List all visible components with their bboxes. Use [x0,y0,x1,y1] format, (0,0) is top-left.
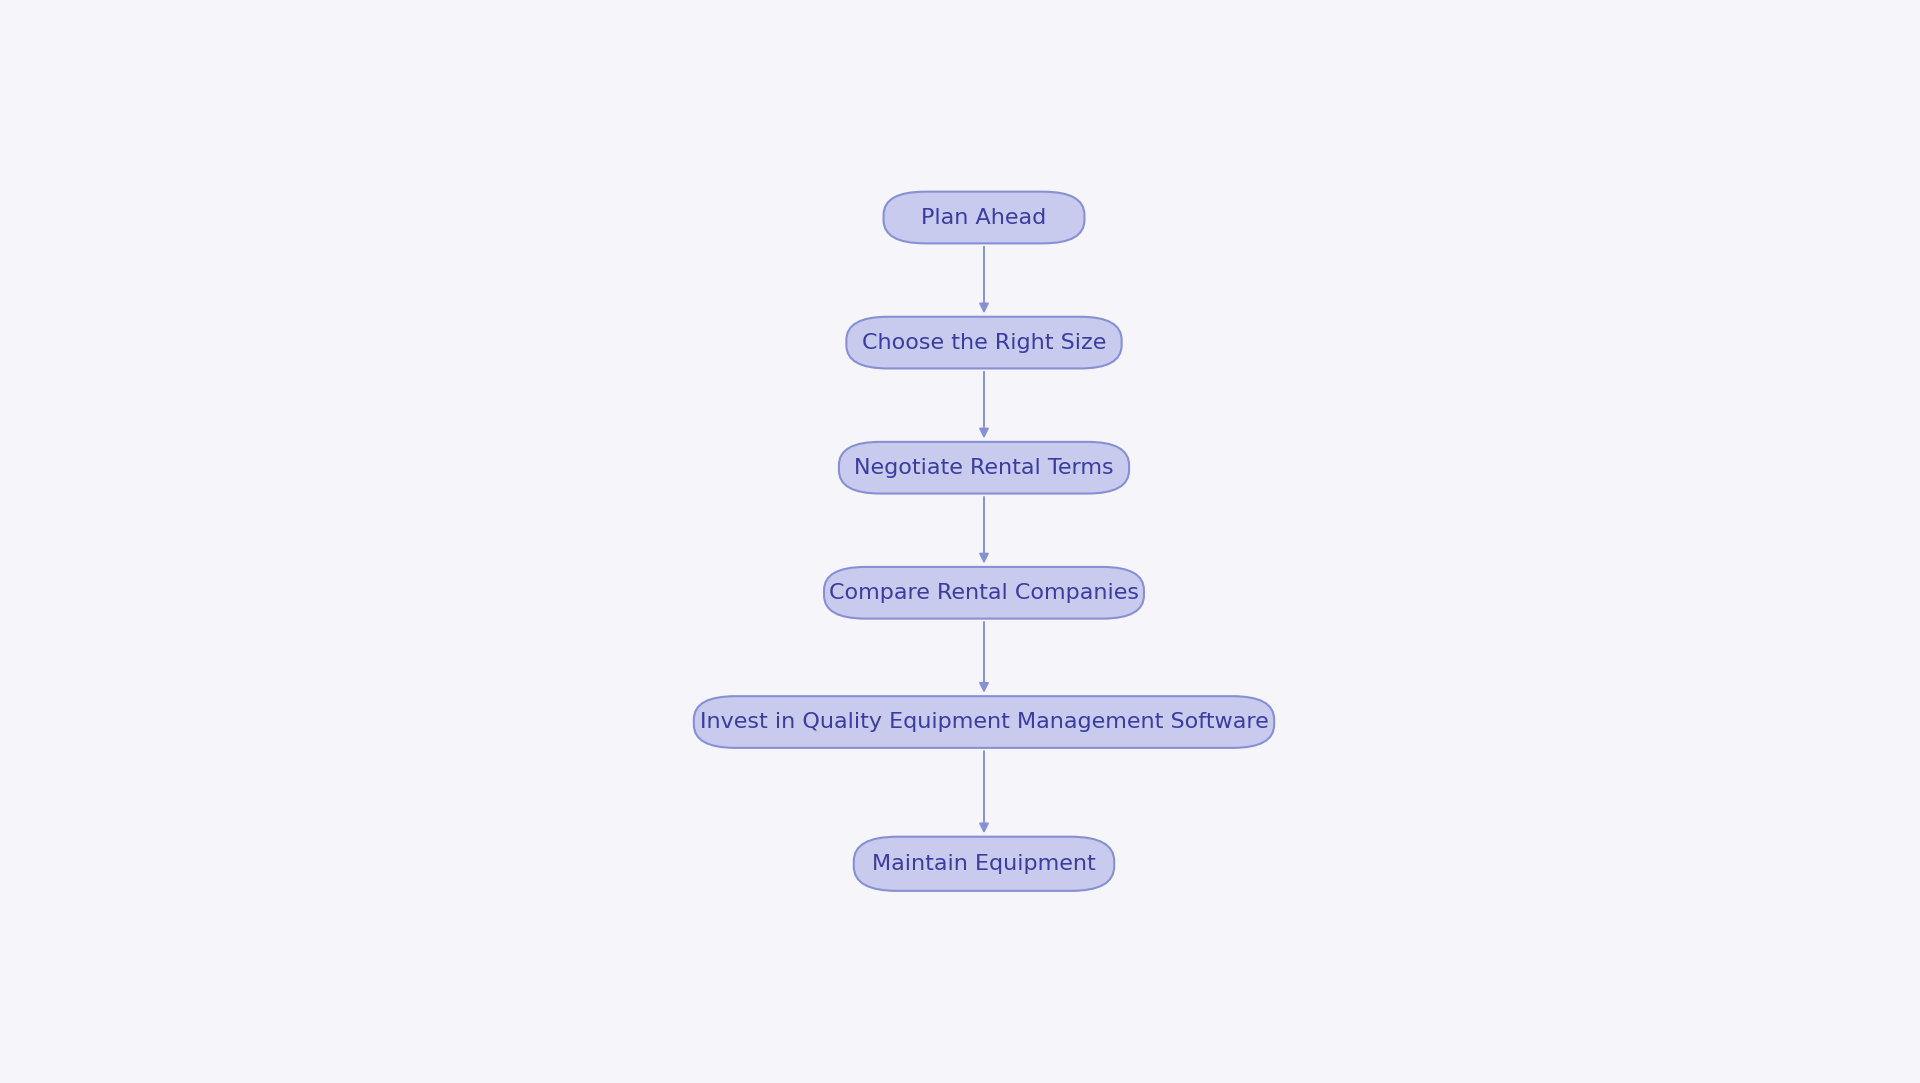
Text: Choose the Right Size: Choose the Right Size [862,332,1106,353]
FancyBboxPatch shape [854,837,1114,891]
Text: Negotiate Rental Terms: Negotiate Rental Terms [854,458,1114,478]
Text: Compare Rental Companies: Compare Rental Companies [829,583,1139,603]
Text: Plan Ahead: Plan Ahead [922,208,1046,227]
FancyBboxPatch shape [883,192,1085,244]
FancyBboxPatch shape [693,696,1275,748]
Text: Maintain Equipment: Maintain Equipment [872,853,1096,874]
FancyBboxPatch shape [847,316,1121,368]
Text: Invest in Quality Equipment Management Software: Invest in Quality Equipment Management S… [699,712,1269,732]
FancyBboxPatch shape [839,442,1129,494]
FancyBboxPatch shape [824,566,1144,618]
